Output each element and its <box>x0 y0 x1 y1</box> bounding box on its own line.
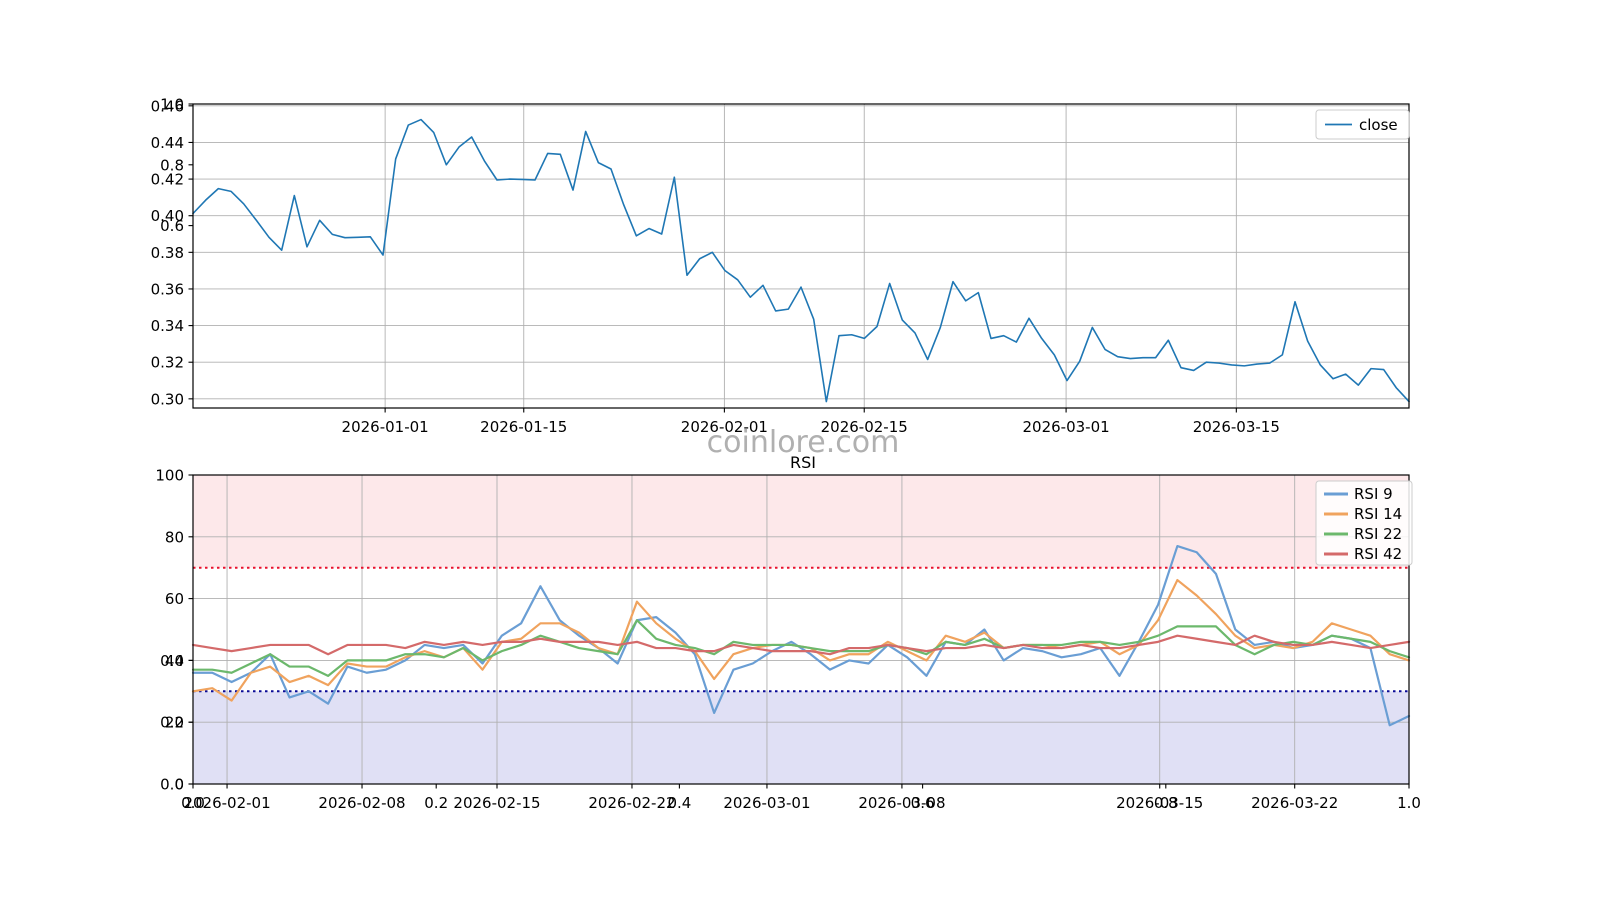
rsi-secondary-ytick-label: 0.2 <box>160 714 184 732</box>
rsi-legend-box <box>1315 480 1413 566</box>
rsi-xtick-label: 2026-02-08 <box>318 794 405 812</box>
price-ytick-label: 0.30 <box>151 390 184 408</box>
price-secondary-y-axis-ticks: 0.6 0.8 1.0 <box>160 96 193 235</box>
price-secondary-ytick-label: 1.0 <box>160 96 184 114</box>
price-legend-box <box>1315 109 1410 140</box>
rsi-oversold-band <box>193 691 1409 784</box>
price-ytick-label: 0.46 <box>151 97 184 115</box>
price-legend-label-close: close <box>1359 116 1398 134</box>
rsi-secondary-xtick-label: 0.2 <box>424 794 448 812</box>
rsi-line-rsi-22 <box>191 619 1411 677</box>
price-xtick-label: 2026-01-01 <box>342 418 429 436</box>
price-ytick-label: 0.36 <box>151 280 184 298</box>
price-ytick-label: 0.32 <box>151 354 184 372</box>
price-ytick-label: 0.40 <box>151 207 184 225</box>
price-gridlines <box>193 104 1409 408</box>
rsi-title: RSI <box>790 453 816 472</box>
close-price-line <box>192 118 1410 403</box>
rsi-xtick-label: 2026-03-08 <box>858 794 945 812</box>
rsi-legend-label-rsi-22: RSI 22 <box>1354 525 1402 543</box>
rsi-x-axis-ticks: 2026-02-01 2026-02-08 2026-02-15 2026-02-22… <box>183 784 1338 812</box>
rsi-legend-label-rsi-9: RSI 9 <box>1354 485 1393 503</box>
rsi-secondary-y-axis-ticks: 0.0 0.2 0.4 <box>160 652 193 794</box>
rsi-legend-label-rsi-42: RSI 42 <box>1354 545 1402 563</box>
price-legend[interactable]: close <box>1315 109 1410 140</box>
rsi-ytick-label: 100 <box>155 467 184 485</box>
rsi-ytick-label: 60 <box>165 590 184 608</box>
rsi-line-rsi-9 <box>191 544 1411 727</box>
rsi-secondary-xtick-label: 0.0 <box>181 794 205 812</box>
rsi-series-lines <box>191 544 1411 727</box>
price-xtick-label: 2026-02-15 <box>821 418 908 436</box>
rsi-y-axis-ticks: 0 20 40 60 80 100 <box>155 467 193 794</box>
rsi-xtick-label: 2026-02-01 <box>183 794 270 812</box>
rsi-plot-border <box>192 474 1410 785</box>
rsi-legend[interactable]: RSI 9 RSI 14 RSI 22 RSI 42 <box>1315 480 1413 566</box>
price-ytick-label: 0.44 <box>151 134 184 152</box>
rsi-ytick-label: 0 <box>174 776 184 794</box>
rsi-xtick-label: 2026-02-15 <box>453 794 540 812</box>
price-ytick-label: 0.42 <box>151 171 184 189</box>
rsi-legend-label-rsi-14: RSI 14 <box>1354 505 1402 523</box>
rsi-secondary-xtick-label: 0.4 <box>667 794 691 812</box>
price-xtick-label: 2026-03-01 <box>1022 418 1109 436</box>
price-y-axis-ticks: 0.30 0.32 0.34 0.36 0.38 0.40 0.42 0.44 0.46 <box>151 97 193 408</box>
rsi-secondary-ytick-label: 0.0 <box>160 776 184 794</box>
rsi-line-rsi-42 <box>191 634 1411 656</box>
rsi-secondary-x-axis-ticks: 0.0 0.2 0.4 0.6 0.8 1.0 <box>181 784 1421 812</box>
price-plot-background <box>193 104 1409 408</box>
rsi-xtick-label: 2026-03-22 <box>1251 794 1338 812</box>
price-panel: 0.30 0.32 0.34 0.36 0.38 0.40 0.42 0.44 0.46 0.6… <box>151 96 1410 436</box>
price-secondary-ytick-label: 0.6 <box>160 217 184 235</box>
price-xtick-label: 2026-01-15 <box>480 418 567 436</box>
rsi-ytick-label: 20 <box>165 714 184 732</box>
rsi-secondary-xtick-label: 0.8 <box>1154 794 1178 812</box>
rsi-xtick-label: 2026-03-01 <box>723 794 810 812</box>
price-xtick-label: 2026-03-15 <box>1193 418 1280 436</box>
rsi-secondary-xtick-label: 1.0 <box>1397 794 1421 812</box>
rsi-ytick-label: 40 <box>165 652 184 670</box>
rsi-secondary-xtick-label: 0.6 <box>911 794 935 812</box>
rsi-xtick-label: 2026-03-15 <box>1116 794 1203 812</box>
price-secondary-ytick-label: 0.8 <box>160 156 184 174</box>
price-xtick-label: 2026-02-01 <box>681 418 768 436</box>
rsi-overbought-band <box>193 475 1409 568</box>
rsi-xtick-label: 2026-02-22 <box>588 794 675 812</box>
rsi-secondary-ytick-label: 0.4 <box>160 652 184 670</box>
price-ytick-label: 0.34 <box>151 317 184 335</box>
rsi-ytick-label: 80 <box>165 528 184 546</box>
price-ytick-label: 0.38 <box>151 244 184 262</box>
price-x-axis-ticks: 2026-01-01 2026-01-15 2026-02-01 2026-02-15… <box>342 408 1280 436</box>
price-plot-border <box>192 103 1410 409</box>
watermark-text: coinlore.com <box>707 425 900 460</box>
